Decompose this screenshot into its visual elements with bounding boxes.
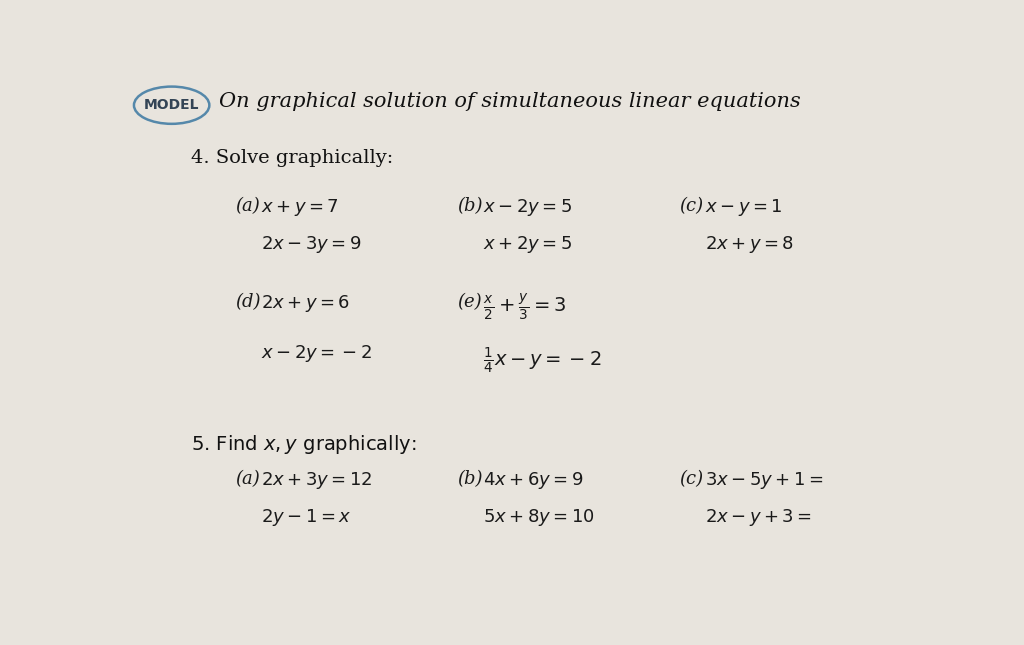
Text: $2y-1=x$: $2y-1=x$ bbox=[260, 507, 351, 528]
Text: $x-2y=-2$: $x-2y=-2$ bbox=[260, 343, 372, 364]
Text: $2x+y=6$: $2x+y=6$ bbox=[260, 293, 350, 315]
Text: $2x-y+3=$: $2x-y+3=$ bbox=[705, 507, 812, 528]
Text: 5. Find $x, y$ graphically:: 5. Find $x, y$ graphically: bbox=[191, 433, 417, 455]
Text: $3x-5y+1=$: $3x-5y+1=$ bbox=[705, 470, 823, 491]
Text: $\frac{x}{2}+\frac{y}{3}=3$: $\frac{x}{2}+\frac{y}{3}=3$ bbox=[482, 291, 566, 322]
Text: $4x+6y=9$: $4x+6y=9$ bbox=[482, 470, 584, 491]
Text: $\frac{1}{4}x-y=-2$: $\frac{1}{4}x-y=-2$ bbox=[482, 346, 601, 375]
Text: (a): (a) bbox=[236, 197, 260, 215]
Text: 4. Solve graphically:: 4. Solve graphically: bbox=[191, 150, 394, 168]
Text: (b): (b) bbox=[458, 470, 483, 488]
Text: (c): (c) bbox=[680, 470, 703, 488]
Text: On graphical solution of simultaneous linear equations: On graphical solution of simultaneous li… bbox=[219, 92, 801, 111]
Text: $x+2y=5$: $x+2y=5$ bbox=[482, 234, 572, 255]
Text: MODEL: MODEL bbox=[144, 98, 200, 112]
Text: $x-2y=5$: $x-2y=5$ bbox=[482, 197, 572, 217]
Text: (b): (b) bbox=[458, 197, 483, 215]
Text: $2x+y=8$: $2x+y=8$ bbox=[705, 234, 794, 255]
Text: $5x+8y=10$: $5x+8y=10$ bbox=[482, 507, 595, 528]
Text: (a): (a) bbox=[236, 470, 260, 488]
Text: (d): (d) bbox=[236, 293, 261, 312]
Text: $2x-3y=9$: $2x-3y=9$ bbox=[260, 234, 361, 255]
Text: $2x+3y=12$: $2x+3y=12$ bbox=[260, 470, 372, 491]
Text: (e): (e) bbox=[458, 293, 482, 312]
Text: $x-y=1$: $x-y=1$ bbox=[705, 197, 782, 217]
Ellipse shape bbox=[134, 86, 209, 124]
Text: $x + y =7$: $x + y =7$ bbox=[260, 197, 339, 217]
Text: (c): (c) bbox=[680, 197, 703, 215]
